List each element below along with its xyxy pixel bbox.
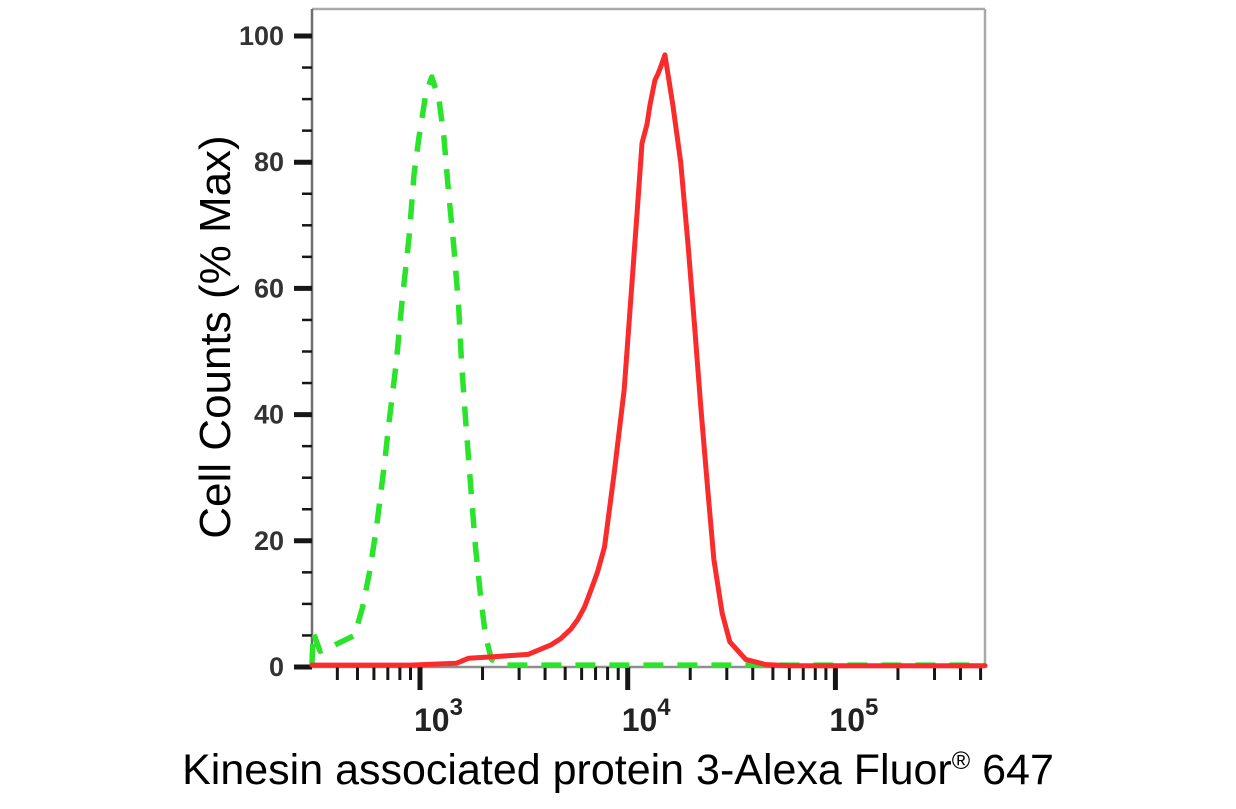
y-tick-label: 60	[254, 273, 284, 303]
y-tick-label: 100	[239, 21, 284, 51]
y-tick-labels: 0 20 40 60 80 100	[239, 21, 284, 682]
x-tick-labels: 103 104 105	[414, 694, 878, 738]
x-tick-label: 105	[829, 694, 878, 738]
y-tick-label: 20	[254, 526, 284, 556]
x-tick-label: 104	[622, 694, 672, 738]
x-axis-ticks	[335, 667, 983, 690]
y-tick-label: 0	[269, 652, 284, 682]
x-axis-title-suffix: 647	[970, 746, 1054, 794]
y-tick-label: 80	[254, 147, 284, 177]
series-path-green-dashed	[309, 74, 985, 668]
registered-trademark-symbol: ®	[951, 747, 971, 775]
x-axis-title: Kinesin associated protein 3-Alexa Fluor…	[0, 746, 1236, 795]
series-curves	[309, 52, 988, 669]
y-tick-label: 40	[254, 400, 284, 430]
series-path-red-solid	[309, 52, 988, 669]
x-tick-label: 103	[414, 694, 463, 738]
y-axis-ticks	[294, 33, 312, 670]
x-axis-title-main: Kinesin associated protein 3-Alexa Fluor	[182, 746, 952, 794]
y-axis-title: Cell Counts (% Max)	[191, 135, 240, 539]
